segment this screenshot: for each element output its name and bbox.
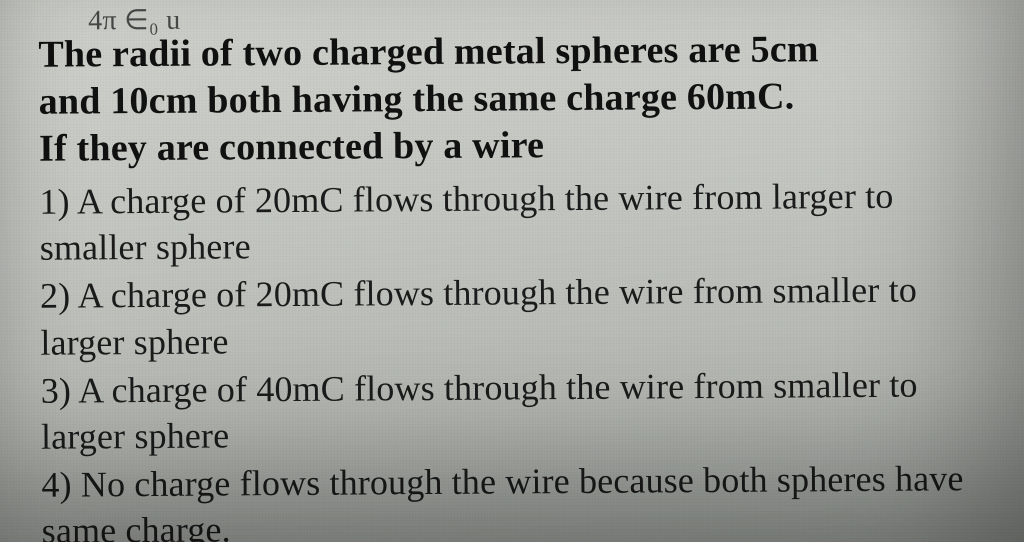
option-1: 1) A charge of 20mC flows through the wi… bbox=[39, 172, 1008, 271]
stem-line-3: If they are connected by a wire bbox=[39, 124, 544, 170]
option-number: 2) bbox=[40, 276, 71, 316]
option-number: 1) bbox=[39, 182, 70, 222]
option-2: 2) A charge of 20mC flows through the wi… bbox=[40, 266, 1009, 365]
option-number: 3) bbox=[41, 370, 72, 410]
question-page: 4π ∈₀ u The radii of two charged metal s… bbox=[0, 0, 1024, 542]
options-list: 1) A charge of 20mC flows through the wi… bbox=[39, 172, 1010, 542]
option-text: A charge of 20mC flows through the wire … bbox=[40, 176, 894, 268]
option-text: A charge of 40mC flows through the wire … bbox=[41, 364, 918, 456]
option-3: 3) A charge of 40mC flows through the wi… bbox=[41, 361, 1010, 460]
stem-line-2: and 10cm both having the same charge 60m… bbox=[39, 76, 795, 123]
option-4: 4) No charge flows through the wire beca… bbox=[41, 455, 1010, 542]
stem-line-1: The radii of two charged metal spheres a… bbox=[38, 28, 819, 75]
option-text: A charge of 20mC flows through the wire … bbox=[40, 270, 917, 362]
option-text: No charge flows through the wire because… bbox=[42, 458, 964, 542]
question-stem: The radii of two charged metal spheres a… bbox=[38, 25, 1007, 173]
option-number: 4) bbox=[41, 464, 72, 504]
